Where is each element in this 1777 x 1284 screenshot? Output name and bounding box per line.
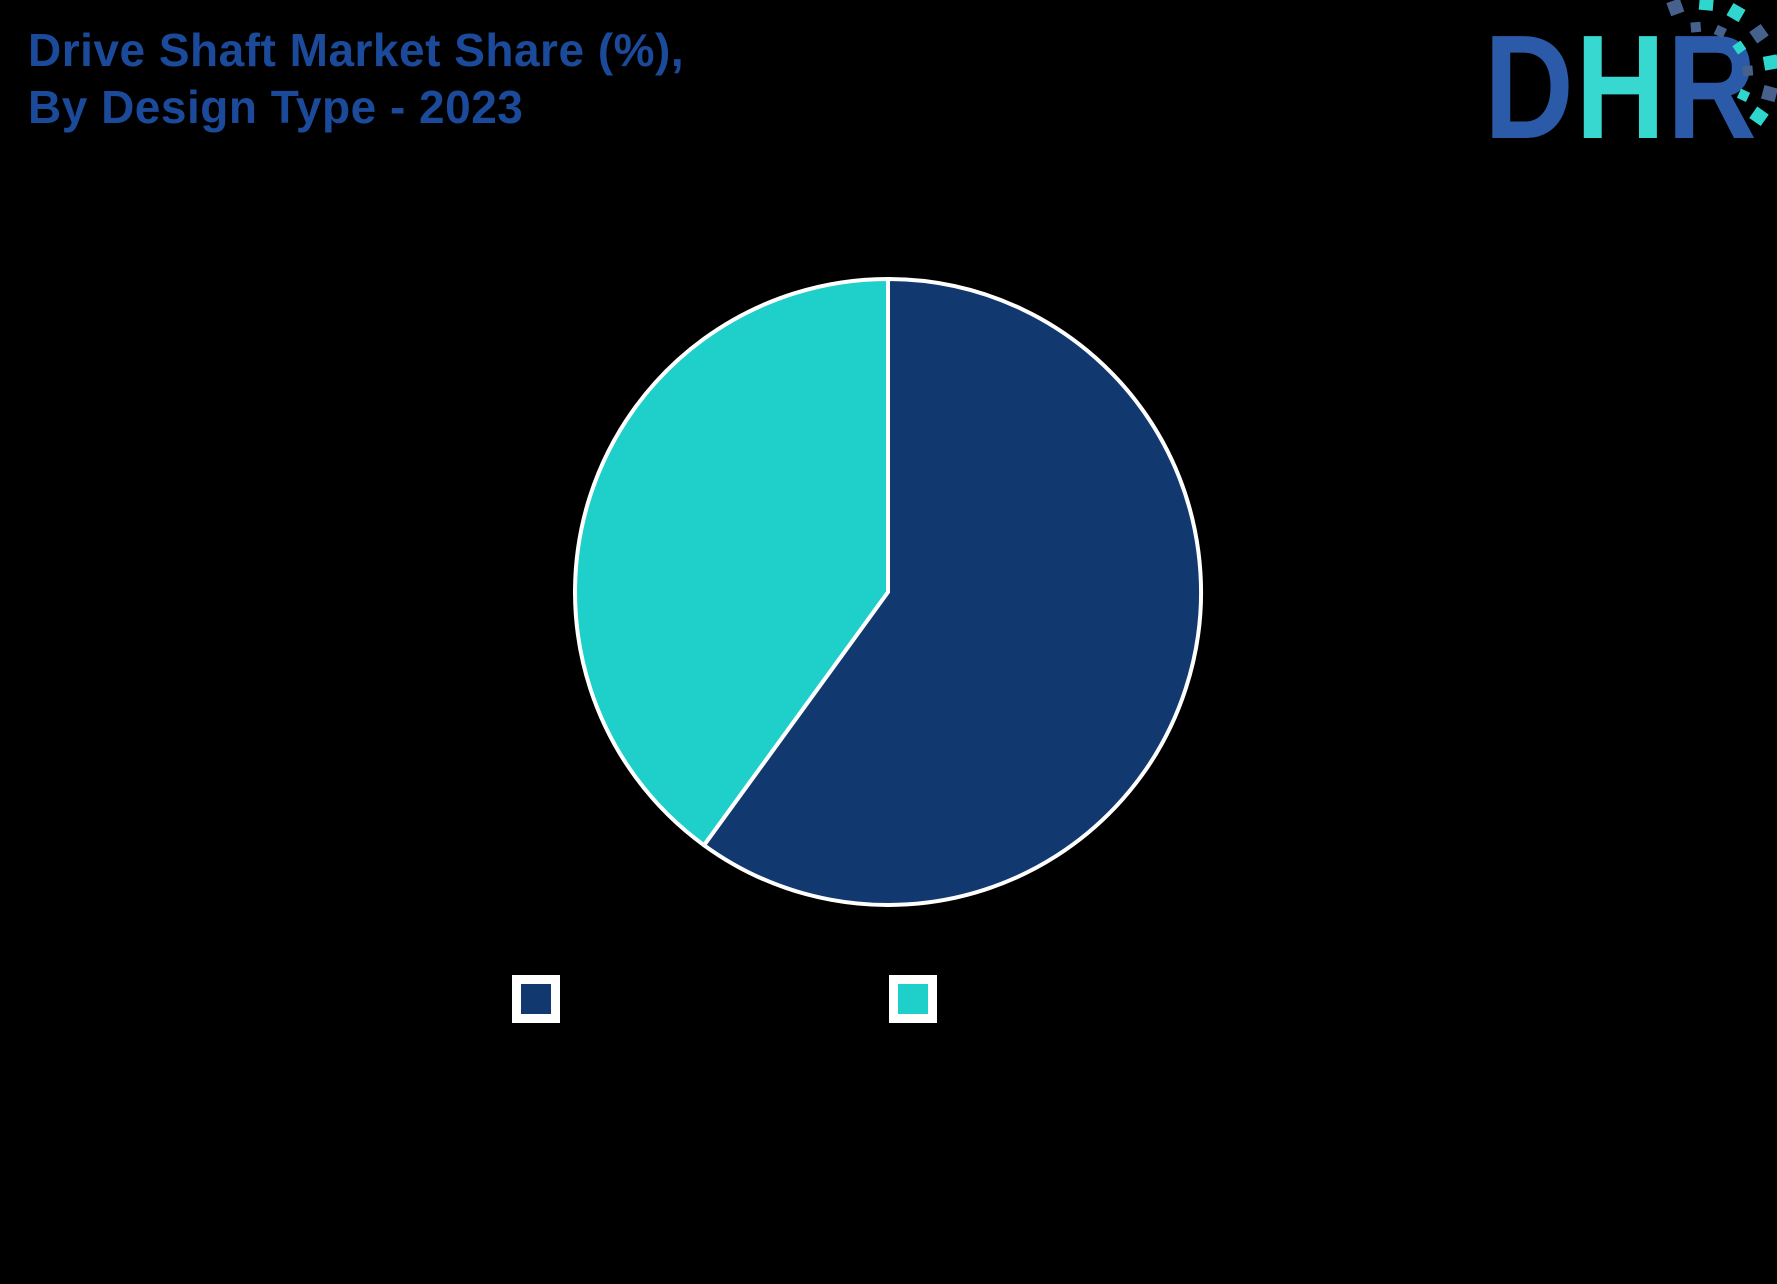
logo-letter-d: D — [1484, 5, 1576, 170]
legend-item — [889, 975, 951, 1023]
logo-dots-icon — [1666, 0, 1777, 127]
legend-item — [512, 975, 574, 1023]
legend-swatch-1 — [512, 975, 560, 1023]
pie-slice-1 — [702, 277, 1203, 907]
chart-title-line1: Drive Shaft Market Share (%), — [28, 24, 685, 76]
chart-title-line2: By Design Type - 2023 — [28, 81, 524, 133]
logo-letter-h: H — [1575, 5, 1667, 170]
dhr-logo: DHR — [1484, 14, 1758, 162]
legend-swatch-2 — [889, 975, 937, 1023]
chart-title: Drive Shaft Market Share (%), By Design … — [28, 22, 684, 136]
logo-letter-r: R — [1666, 5, 1759, 170]
pie-slice-2 — [573, 277, 890, 848]
